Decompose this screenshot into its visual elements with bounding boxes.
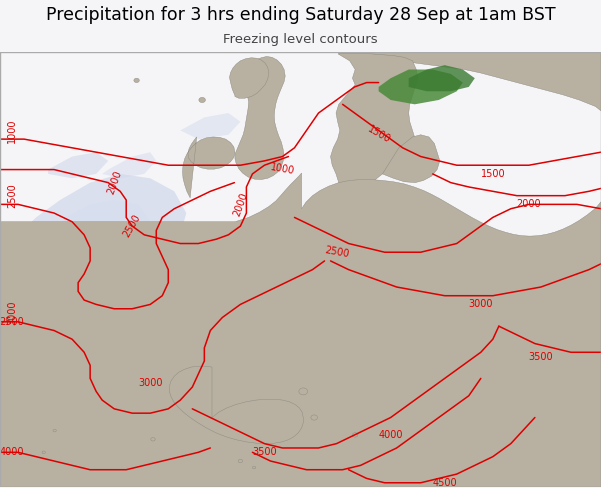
Polygon shape [222,226,288,265]
Text: 3500: 3500 [529,352,553,362]
Ellipse shape [134,78,139,82]
Polygon shape [18,174,186,283]
Text: 2500: 2500 [121,213,143,239]
Text: 1500: 1500 [481,169,505,179]
Text: 3000: 3000 [138,378,162,388]
Text: 2000: 2000 [517,200,541,209]
Polygon shape [409,65,475,91]
Ellipse shape [299,388,308,395]
Polygon shape [180,113,240,139]
Polygon shape [48,200,150,269]
Polygon shape [379,69,463,104]
Polygon shape [382,135,440,183]
Text: Freezing level contours: Freezing level contours [223,34,378,46]
Polygon shape [339,52,601,111]
Text: Precipitation for 3 hrs ending Saturday 28 Sep at 1am BST: Precipitation for 3 hrs ending Saturday … [46,6,555,24]
Text: 2500: 2500 [7,183,17,208]
Polygon shape [169,366,304,444]
Text: 3000: 3000 [469,300,493,309]
Text: 2000: 2000 [105,169,123,196]
Polygon shape [331,53,418,209]
Text: 2000: 2000 [231,191,249,218]
Ellipse shape [252,466,255,469]
Polygon shape [0,173,601,487]
Polygon shape [48,152,108,178]
Text: 2500: 2500 [323,245,350,259]
Text: 2500: 2500 [0,317,25,327]
Text: 1500: 1500 [365,124,392,145]
Polygon shape [183,137,235,198]
Text: 1000: 1000 [269,163,296,177]
Polygon shape [102,152,156,178]
Ellipse shape [199,98,206,102]
Text: 4000: 4000 [379,430,403,440]
Text: 3000: 3000 [7,301,17,325]
Text: 4500: 4500 [433,478,457,488]
Ellipse shape [42,451,45,454]
Ellipse shape [238,459,243,463]
Text: 4000: 4000 [0,447,24,457]
Text: 3500: 3500 [252,447,276,457]
Ellipse shape [53,429,56,432]
Ellipse shape [151,438,155,441]
Ellipse shape [242,69,248,74]
Polygon shape [230,58,269,98]
Text: 1000: 1000 [7,118,17,142]
Ellipse shape [352,433,358,437]
Polygon shape [235,57,285,180]
Ellipse shape [311,415,317,420]
